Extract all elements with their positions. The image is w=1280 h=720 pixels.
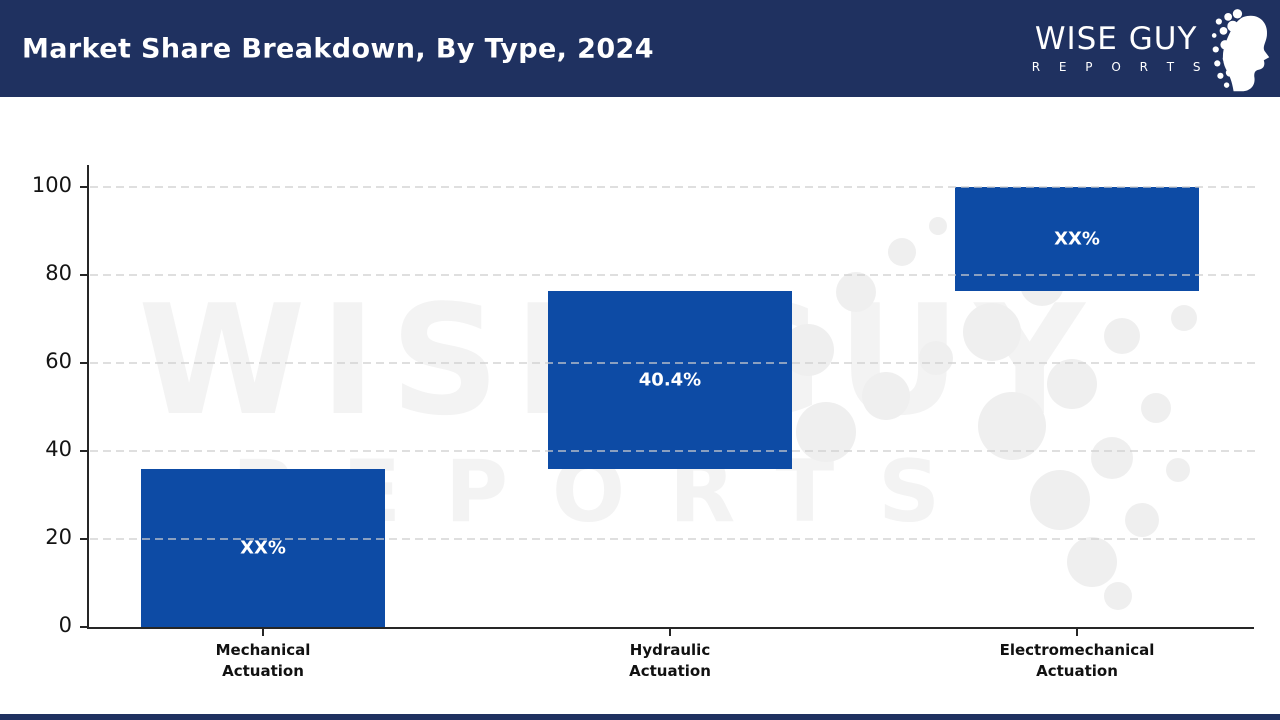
logo-text: WISE GUY R E P O R T S (1024, 21, 1208, 75)
y-tick-100 (80, 186, 88, 188)
header-bar: Market Share Breakdown, By Type, 2024 WI… (0, 0, 1280, 97)
bar-1 (141, 468, 385, 627)
y-tick-label-0: 0 (58, 613, 72, 637)
x-category-line-2: Actuation (1036, 662, 1118, 680)
bar-value-label-1: XX% (240, 537, 286, 559)
x-category-line-2: Actuation (629, 662, 711, 680)
x-tick-2 (669, 629, 671, 636)
wise-guy-reports-logo: WISE GUY R E P O R T S (1030, 4, 1270, 94)
y-tick-0 (80, 626, 88, 628)
y-tick-label-80: 80 (45, 261, 72, 285)
y-tick-label-60: 60 (45, 349, 72, 373)
gridline-20 (90, 538, 1256, 540)
x-tick-3 (1076, 629, 1078, 636)
bar-value-label-2: 40.4% (638, 369, 702, 391)
y-tick-60 (80, 362, 88, 364)
x-category-line-1: Hydraulic (629, 641, 711, 659)
x-category-label-2: Hydraulic Actuation (510, 640, 830, 682)
watermark-head-dots (782, 217, 1197, 610)
bar-2 (548, 290, 792, 469)
y-tick-label-20: 20 (45, 525, 72, 549)
x-axis-line (87, 627, 1254, 629)
y-tick-label-100: 100 (31, 173, 72, 197)
bar-value-label-3: XX% (1054, 228, 1100, 250)
x-category-label-3: Electromechanical Actuation (917, 640, 1237, 682)
logo-reports-label: R E P O R T S (1031, 60, 1208, 74)
x-category-line-1: Mechanical (215, 641, 311, 659)
gridline-40 (90, 450, 1256, 452)
y-tick-20 (80, 538, 88, 540)
footer-bar (0, 714, 1280, 720)
logo-head-icon (1211, 9, 1270, 92)
x-tick-1 (262, 629, 264, 636)
gridline-60 (90, 362, 1256, 364)
y-tick-40 (80, 450, 88, 452)
gridline-80 (90, 274, 1256, 276)
logo-wiseguy-label: WISE GUY (1034, 21, 1198, 57)
y-axis-line (87, 165, 89, 629)
x-category-label-1: Mechanical Actuation (103, 640, 423, 682)
gridline-100 (90, 186, 1256, 188)
bar-3 (955, 187, 1199, 291)
y-tick-80 (80, 274, 88, 276)
x-category-line-2: Actuation (222, 662, 304, 680)
x-category-line-1: Electromechanical (999, 641, 1155, 659)
y-tick-label-40: 40 (45, 437, 72, 461)
chart-title: Market Share Breakdown, By Type, 2024 (22, 33, 654, 64)
